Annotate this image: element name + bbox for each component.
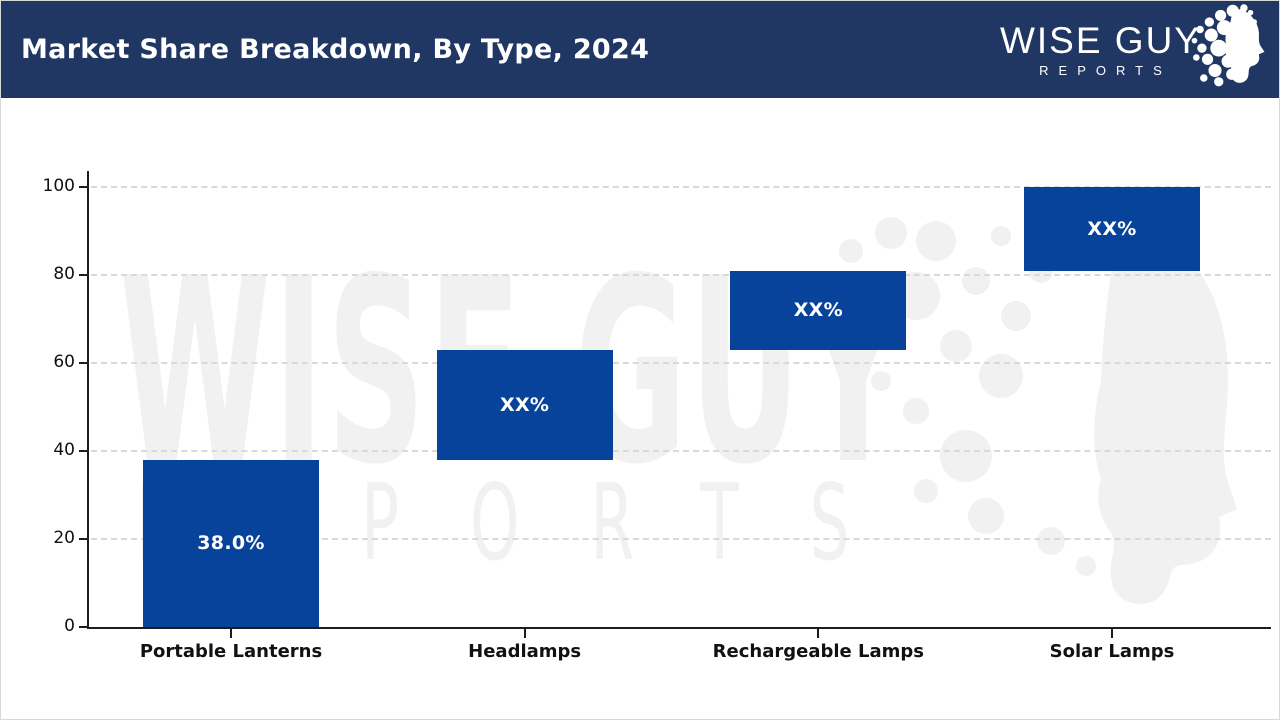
gridline-80: [91, 274, 1271, 276]
y-tick-label-60: 60: [53, 352, 75, 372]
x-tick-mark-solar-lamps: [1111, 629, 1113, 638]
bar-value-label: XX%: [793, 299, 843, 322]
x-tick-label-solar-lamps: Solar Lamps: [1049, 641, 1175, 662]
gridline-40: [91, 450, 1271, 452]
x-tick-mark-headlamps: [523, 629, 526, 638]
y-tick-label-0: 0: [64, 616, 75, 636]
y-tick-mark-60: [79, 362, 88, 364]
bar-value-label: XX%: [500, 393, 550, 416]
x-tick-mark-rechargeable-lamps: [817, 629, 820, 638]
gridline-100: [91, 186, 1271, 188]
y-tick-mark-20: [79, 538, 88, 540]
y-axis-spine: [87, 171, 89, 629]
y-tick-label-80: 80: [53, 264, 75, 284]
y-tick-mark-40: [79, 450, 88, 452]
page-title: Market Share Breakdown, By Type, 2024: [21, 34, 650, 65]
bar-value-label: XX%: [1087, 217, 1137, 240]
gridline-20: [91, 538, 1271, 540]
bar-value-label: 38.0%: [197, 532, 265, 555]
logo-subtitle: REPORTS: [1039, 62, 1172, 78]
wiseguy-head-icon: [1191, 3, 1265, 86]
x-tick-mark-portable-lanterns: [230, 629, 232, 638]
bar-headlamps: XX%: [436, 349, 613, 460]
y-tick-label-40: 40: [53, 440, 75, 460]
y-tick-mark-80: [79, 274, 88, 276]
wiseguy-logo: WISE GUY REPORTS: [1000, 3, 1279, 97]
bar-rechargeable-lamps: XX%: [730, 270, 907, 350]
header-bar: Market Share Breakdown, By Type, 2024 WI…: [1, 1, 1279, 98]
wiseguy-logo-text: WISE GUY REPORTS: [1000, 22, 1201, 78]
x-axis-spine: [87, 627, 1271, 629]
logo-wordmark: WISE GUY: [999, 19, 1201, 61]
x-tick-label-rechargeable-lamps: Rechargeable Lamps: [712, 641, 924, 662]
y-tick-mark-100: [79, 186, 88, 188]
y-tick-mark-0: [79, 626, 88, 628]
x-tick-label-portable-lanterns: Portable Lanterns: [139, 641, 323, 662]
bar-solar-lamps: XX%: [1024, 187, 1200, 271]
x-tick-label-headlamps: Headlamps: [468, 641, 582, 662]
y-tick-label-20: 20: [53, 528, 75, 548]
y-tick-label-100: 100: [42, 176, 75, 196]
bar-portable-lanterns: 38.0%: [143, 459, 319, 627]
gridline-60: [91, 362, 1271, 364]
